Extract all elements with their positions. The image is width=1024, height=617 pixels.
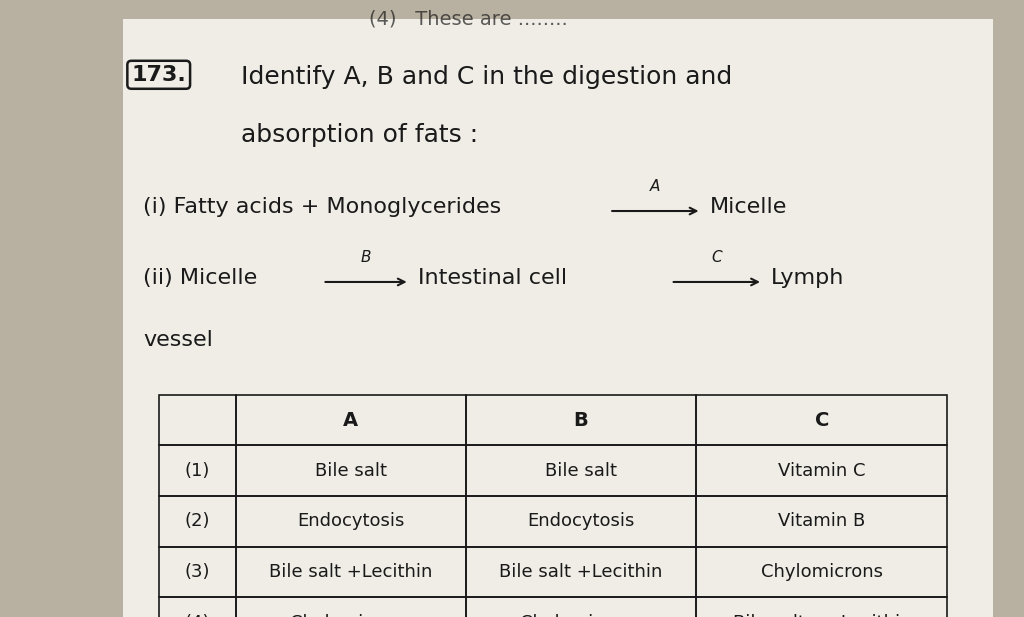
Text: (1): (1) xyxy=(184,462,210,480)
Text: A: A xyxy=(343,411,358,429)
Text: Endocytosis: Endocytosis xyxy=(297,512,404,531)
Text: Chylomicrons: Chylomicrons xyxy=(290,613,412,617)
Bar xyxy=(466,496,696,547)
Bar xyxy=(696,547,947,597)
Bar xyxy=(466,597,696,617)
Text: absorption of fats :: absorption of fats : xyxy=(241,123,478,147)
Bar xyxy=(159,445,236,496)
Text: 173.: 173. xyxy=(131,65,186,85)
Bar xyxy=(696,496,947,547)
Text: (4)   These are ........: (4) These are ........ xyxy=(369,9,567,28)
Bar xyxy=(696,445,947,496)
Text: (4): (4) xyxy=(184,613,210,617)
Text: Bile salts + Lecithin: Bile salts + Lecithin xyxy=(732,613,911,617)
Text: (ii) Micelle: (ii) Micelle xyxy=(143,268,258,288)
Text: C: C xyxy=(814,411,829,429)
Bar xyxy=(159,547,236,597)
Bar xyxy=(466,445,696,496)
Text: Bile salt +Lecithin: Bile salt +Lecithin xyxy=(500,563,663,581)
Text: B: B xyxy=(573,411,589,429)
Text: Endocytosis: Endocytosis xyxy=(527,512,635,531)
Text: Lymph: Lymph xyxy=(771,268,845,288)
Bar xyxy=(123,19,993,617)
Text: (i) Fatty acids + Monoglycerides: (i) Fatty acids + Monoglycerides xyxy=(143,197,502,217)
Text: Micelle: Micelle xyxy=(710,197,787,217)
Bar xyxy=(236,445,466,496)
Text: (2): (2) xyxy=(184,512,210,531)
Bar xyxy=(236,496,466,547)
Text: Bile salt +Lecithin: Bile salt +Lecithin xyxy=(269,563,432,581)
Bar xyxy=(696,395,947,445)
Text: Bile salt: Bile salt xyxy=(545,462,617,480)
Bar xyxy=(159,496,236,547)
Text: Vitamin B: Vitamin B xyxy=(778,512,865,531)
Bar xyxy=(159,395,236,445)
Text: Bile salt: Bile salt xyxy=(314,462,387,480)
Bar xyxy=(466,547,696,597)
Text: (3): (3) xyxy=(184,563,210,581)
Text: C: C xyxy=(712,250,722,265)
Bar xyxy=(159,597,236,617)
Bar xyxy=(696,597,947,617)
Bar xyxy=(236,547,466,597)
Text: Identify A, B and C in the digestion and: Identify A, B and C in the digestion and xyxy=(241,65,732,89)
Text: Intestinal cell: Intestinal cell xyxy=(418,268,567,288)
Text: Chylomicrons: Chylomicrons xyxy=(520,613,642,617)
Bar xyxy=(236,597,466,617)
Text: vessel: vessel xyxy=(143,330,213,350)
Text: B: B xyxy=(360,250,372,265)
Text: A: A xyxy=(650,179,660,194)
Bar xyxy=(466,395,696,445)
Bar xyxy=(236,395,466,445)
Text: Vitamin C: Vitamin C xyxy=(778,462,865,480)
Text: Chylomicrons: Chylomicrons xyxy=(761,563,883,581)
